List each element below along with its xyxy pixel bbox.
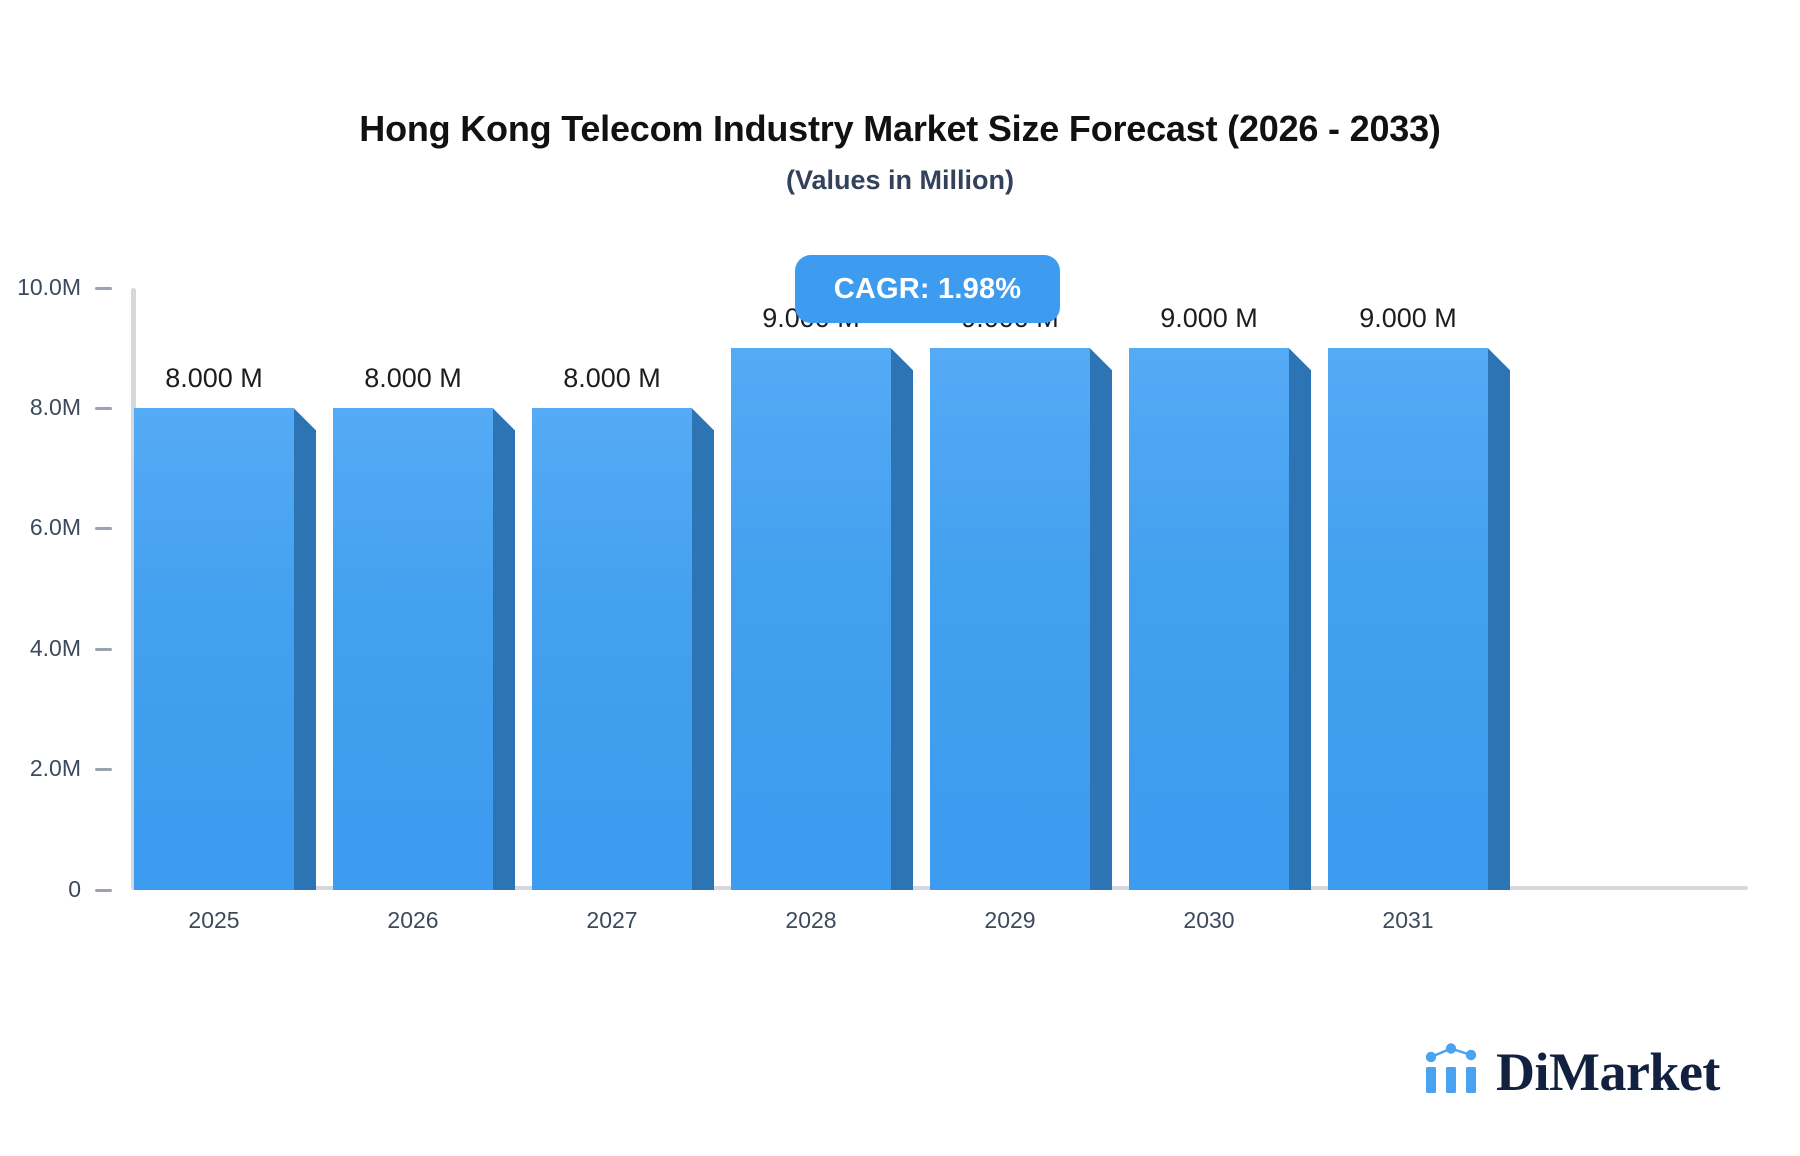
cagr-badge-label: CAGR: 1.98%: [833, 272, 1022, 305]
bar-value-label: 8.000 M: [165, 363, 263, 394]
y-axis-tick-label: 8.0M: [29, 393, 81, 420]
bar-2031[interactable]: 9.000 M 2031: [1328, 303, 1510, 933]
bar-value-label: 8.000 M: [563, 363, 661, 394]
cagr-badge: CAGR: 1.98%: [795, 255, 1060, 323]
brand-name: DiMarket: [1496, 1041, 1720, 1102]
bar-2026[interactable]: 8.000 M 2026: [333, 363, 515, 933]
y-axis-tick-label: 10.0M: [17, 273, 81, 300]
y-axis-tick-label: 4.0M: [29, 634, 81, 661]
y-axis-tick-label: 0: [68, 875, 81, 902]
y-axis-tick-mark: [95, 406, 112, 410]
page-title: Hong Kong Telecom Industry Market Size F…: [359, 108, 1441, 149]
bar-side-panel: [891, 370, 913, 890]
brand-logo: DiMarket: [1424, 1043, 1720, 1100]
y-axis-tick-mark: [95, 286, 112, 290]
bar-top-bevel: [1090, 348, 1112, 371]
bar-face: [333, 408, 493, 890]
bar-value-label: 9.000 M: [1160, 303, 1258, 334]
bar-face: [1129, 348, 1289, 890]
bar-top-bevel: [692, 408, 714, 431]
bar-top-bevel: [1289, 348, 1311, 371]
x-axis-label-2031: 2031: [1382, 907, 1434, 933]
bar-side-panel: [493, 430, 515, 890]
bar-2027[interactable]: 8.000 M 2027: [532, 363, 714, 933]
bar-top-bevel: [891, 348, 913, 371]
bar-face: [930, 348, 1090, 890]
bar-value-label: 8.000 M: [364, 363, 462, 394]
bar-2029[interactable]: 9.000 M2029: [930, 303, 1112, 933]
bar-side-panel: [692, 430, 714, 890]
y-axis-tick-mark: [95, 768, 112, 772]
bar-chart-logo-icon: [1424, 1043, 1482, 1100]
x-axis-label-2028: 2028: [785, 907, 837, 933]
bar-face: [1328, 348, 1488, 890]
y-axis-tick-mark: [95, 647, 112, 651]
bar-2028[interactable]: 9.000 M2028: [731, 303, 913, 933]
x-axis-label-2030: 2030: [1183, 907, 1235, 933]
bar-value-label: 9.000 M: [1359, 303, 1457, 334]
y-axis-tick-mark: [95, 527, 112, 531]
bar-top-bevel: [1488, 348, 1510, 371]
chart-subtitle: (Values in Million): [785, 165, 1015, 196]
bar-face: [731, 348, 891, 890]
x-axis-label-2026: 2026: [387, 907, 439, 933]
bar-top-bevel: [493, 408, 515, 431]
bar-face: [134, 408, 294, 890]
y-axis-tick-label: 2.0M: [29, 755, 81, 782]
bar-side-panel: [1488, 370, 1510, 890]
y-axis-tick-label: 6.0M: [29, 514, 81, 541]
bar-side-panel: [1289, 370, 1311, 890]
bar-side-panel: [1090, 370, 1112, 890]
x-axis-label-2029: 2029: [984, 907, 1036, 933]
y-axis-tick-mark: [95, 888, 112, 892]
bar-face: [532, 408, 692, 890]
x-axis-label-2025: 2025: [188, 907, 240, 933]
chart-header: Hong Kong Telecom Industry Market Size F…: [0, 0, 1800, 196]
bar-2030[interactable]: 9.000 M 2030: [1129, 303, 1311, 933]
y-axis-line: [131, 288, 136, 890]
bar-2025[interactable]: 8.000 M 2025: [134, 363, 316, 933]
bar-top-bevel: [294, 408, 316, 431]
bar-side-panel: [294, 430, 316, 890]
x-axis-label-2027: 2027: [586, 907, 638, 933]
